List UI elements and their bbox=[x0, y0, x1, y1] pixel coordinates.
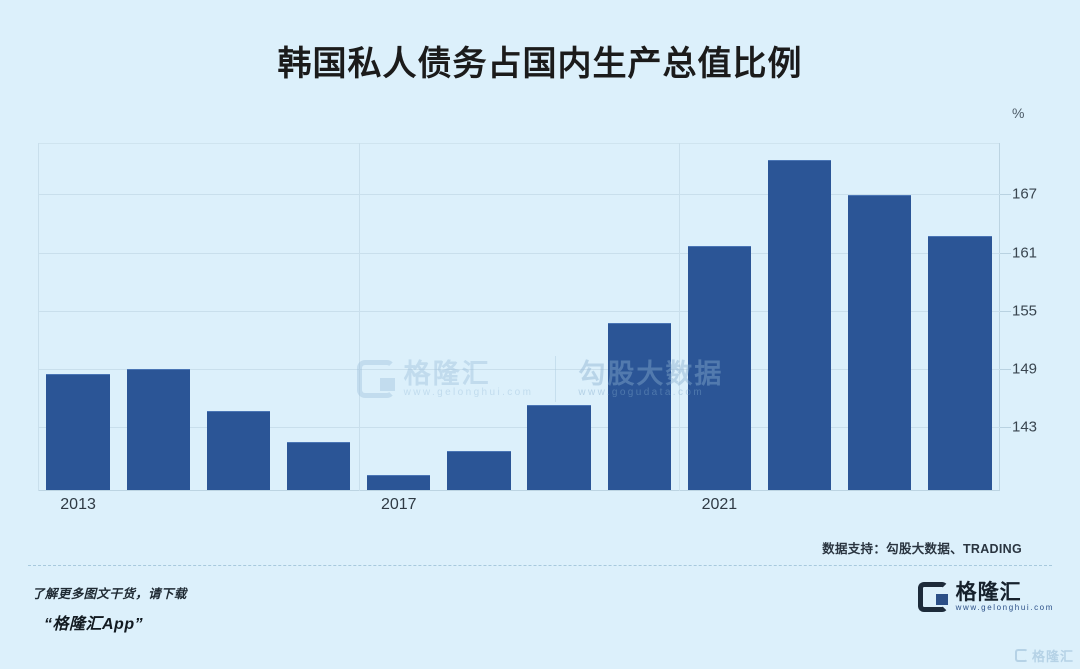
x-tick-label: 2017 bbox=[380, 496, 417, 513]
chart-plot-area: 143 149 155 161 167 2013 2017 2021 bbox=[38, 143, 1037, 513]
y-axis-unit-label: % bbox=[1012, 105, 1025, 121]
x-tick-label: 2021 bbox=[701, 496, 738, 513]
plot-border-top bbox=[38, 143, 1000, 144]
y-tick-mark bbox=[1000, 368, 1011, 370]
footer-divider bbox=[28, 565, 1052, 566]
bar bbox=[447, 451, 511, 490]
footer-logo-name: 格隆汇 bbox=[955, 581, 1022, 604]
page-title: 韩国私人债务占国内生产总值比例 bbox=[277, 45, 803, 83]
bar bbox=[687, 245, 752, 490]
bar bbox=[206, 411, 271, 490]
gridline-v bbox=[38, 143, 39, 491]
bar bbox=[928, 236, 992, 490]
x-tick-label: 2013 bbox=[60, 496, 96, 513]
bar bbox=[46, 373, 110, 490]
y-tick-label: 161 bbox=[1012, 244, 1038, 262]
gridline-h bbox=[38, 427, 1000, 429]
gridline-h bbox=[38, 194, 1000, 196]
y-tick-label: 149 bbox=[1012, 360, 1038, 378]
footer-logo-url: www.gelonghui.com bbox=[955, 603, 1054, 613]
bar bbox=[848, 195, 912, 490]
gridline-v bbox=[358, 143, 360, 491]
corner-watermark-name: 格隆汇 bbox=[1031, 649, 1074, 664]
bar bbox=[527, 404, 591, 490]
bar bbox=[607, 323, 671, 490]
gelonghui-logo-icon bbox=[917, 582, 948, 613]
y-tick-label: 155 bbox=[1012, 302, 1038, 320]
bar bbox=[126, 368, 190, 490]
y-tick-label: 167 bbox=[1012, 185, 1038, 203]
footer-promo: 了解更多图文干货，请下载 “格隆汇App” bbox=[32, 583, 187, 634]
source-note: 数据支持：勾股大数据、TRADING bbox=[822, 542, 1022, 556]
bar bbox=[767, 160, 832, 490]
plot-border-right bbox=[999, 143, 1000, 491]
gridline-v bbox=[679, 143, 681, 491]
gridline-h bbox=[38, 252, 1000, 254]
bar bbox=[367, 474, 431, 490]
footer-logo: 格隆汇 www.gelonghui.com bbox=[917, 581, 1054, 613]
footer-promo-line1: 了解更多图文干货，请下载 bbox=[32, 587, 187, 601]
y-tick-mark bbox=[1000, 252, 1011, 254]
footer-promo-line2: “格隆汇App” bbox=[44, 616, 144, 633]
y-tick-mark bbox=[1000, 310, 1011, 312]
y-tick-mark bbox=[1000, 427, 1011, 429]
plot-border-bottom bbox=[38, 490, 1000, 491]
bar bbox=[286, 441, 351, 490]
gridline-h bbox=[38, 368, 1000, 370]
y-tick-label: 143 bbox=[1012, 418, 1038, 436]
gelonghui-logo-icon bbox=[1014, 649, 1028, 662]
gridline-h bbox=[38, 310, 1000, 312]
y-tick-mark bbox=[1000, 194, 1011, 196]
corner-watermark: 格隆汇 bbox=[1014, 646, 1074, 665]
